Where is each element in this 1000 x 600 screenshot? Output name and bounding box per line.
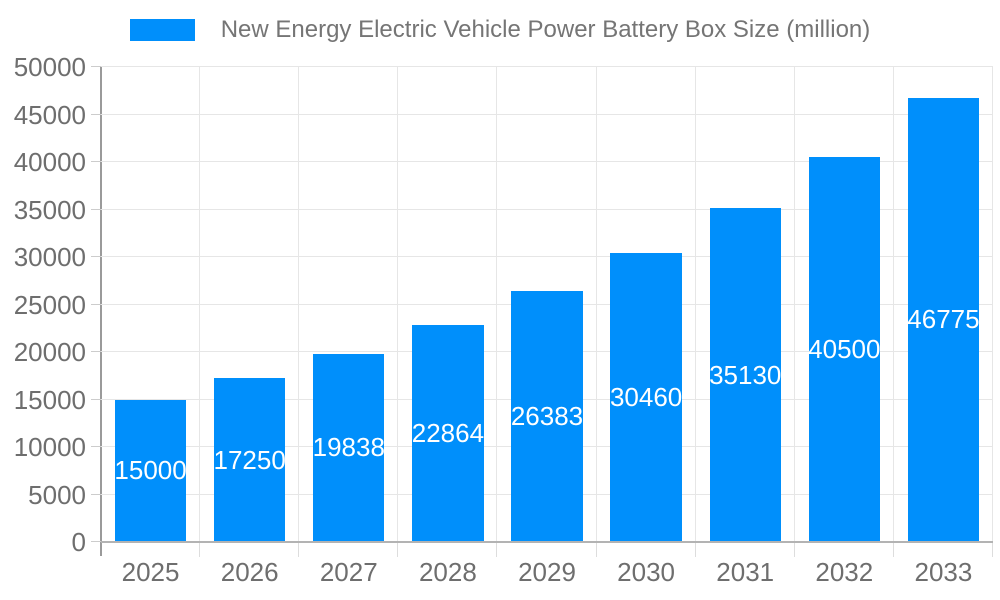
v-gridline xyxy=(892,67,894,542)
bar-value-label: 30460 xyxy=(609,381,683,412)
x-tick xyxy=(694,543,696,557)
y-tick xyxy=(91,161,101,162)
x-tick xyxy=(992,543,993,557)
x-axis-line xyxy=(101,541,993,543)
bar: 17250 xyxy=(213,378,286,542)
y-tick xyxy=(91,541,101,542)
y-axis-label: 35000 xyxy=(13,194,86,225)
legend-swatch xyxy=(129,19,195,41)
h-gridline xyxy=(101,208,993,210)
bar: 46775 xyxy=(907,97,980,542)
x-axis-label: 2029 xyxy=(518,557,576,587)
x-tick xyxy=(496,543,498,557)
y-axis-label: 5000 xyxy=(28,479,86,510)
bar-value-label: 46775 xyxy=(907,304,980,335)
bar-value-label: 35130 xyxy=(709,359,782,390)
h-gridline xyxy=(101,66,993,67)
chart-title: New Energy Electric Vehicle Power Batter… xyxy=(220,16,871,43)
v-gridline xyxy=(694,67,696,542)
y-axis-label: 45000 xyxy=(13,99,86,130)
bar: 15000 xyxy=(114,399,187,542)
legend: New Energy Electric Vehicle Power Batter… xyxy=(0,16,1000,44)
bar-value-label: 40500 xyxy=(808,334,881,365)
y-tick xyxy=(91,113,101,115)
v-gridline xyxy=(496,67,498,542)
x-axis-label: 2026 xyxy=(220,557,279,587)
y-tick xyxy=(91,256,101,257)
bar: 35130 xyxy=(709,208,782,542)
bar: 22864 xyxy=(411,324,485,542)
x-axis-label: 2032 xyxy=(815,557,874,587)
bar-value-label: 22864 xyxy=(411,417,485,448)
v-gridline xyxy=(793,67,795,542)
bar-value-label: 26383 xyxy=(510,401,584,432)
y-tick xyxy=(91,398,101,400)
x-tick xyxy=(199,543,201,557)
y-axis-label: 25000 xyxy=(13,289,86,320)
y-axis-label: 20000 xyxy=(13,337,86,367)
bar: 26383 xyxy=(510,291,584,542)
y-axis-label: 15000 xyxy=(13,384,86,415)
bar: 30460 xyxy=(609,252,683,542)
y-axis-label: 10000 xyxy=(13,432,86,462)
v-gridline xyxy=(397,67,399,542)
bar: 19838 xyxy=(312,353,385,542)
v-gridline xyxy=(595,67,597,542)
x-axis-label: 2030 xyxy=(617,557,676,587)
v-gridline xyxy=(199,67,201,542)
x-axis-label: 2025 xyxy=(121,557,180,587)
x-axis-label: 2031 xyxy=(716,557,775,587)
h-gridline xyxy=(101,161,993,162)
x-axis-label: 2028 xyxy=(418,557,477,587)
y-tick xyxy=(91,351,101,352)
y-tick xyxy=(91,66,101,67)
y-axis-label: 40000 xyxy=(13,147,86,177)
x-tick xyxy=(892,543,894,557)
y-tick xyxy=(91,493,101,495)
v-gridline xyxy=(992,67,993,542)
bar-value-label: 17250 xyxy=(213,444,286,475)
h-gridline xyxy=(101,256,993,257)
x-tick xyxy=(397,543,399,557)
h-gridline xyxy=(101,113,993,115)
y-tick xyxy=(91,303,101,305)
x-tick xyxy=(298,543,300,557)
x-axis-label: 2033 xyxy=(914,557,973,587)
y-axis-label: 0 xyxy=(71,527,86,557)
bar-value-label: 19838 xyxy=(312,432,385,463)
y-axis-label: 50000 xyxy=(13,52,86,82)
x-tick xyxy=(595,543,597,557)
v-gridline xyxy=(298,67,300,542)
plot-area: 15000 17250 19838 22864 26383 30460 35130 40500… xyxy=(101,66,993,542)
y-tick xyxy=(91,208,101,210)
y-axis-label: 30000 xyxy=(13,242,86,272)
bar-value-label: 15000 xyxy=(114,455,187,486)
y-tick xyxy=(91,446,101,447)
x-tick xyxy=(793,543,795,557)
x-axis-label: 2027 xyxy=(319,557,378,587)
y-axis-line xyxy=(100,67,102,556)
bar: 40500 xyxy=(808,157,881,542)
